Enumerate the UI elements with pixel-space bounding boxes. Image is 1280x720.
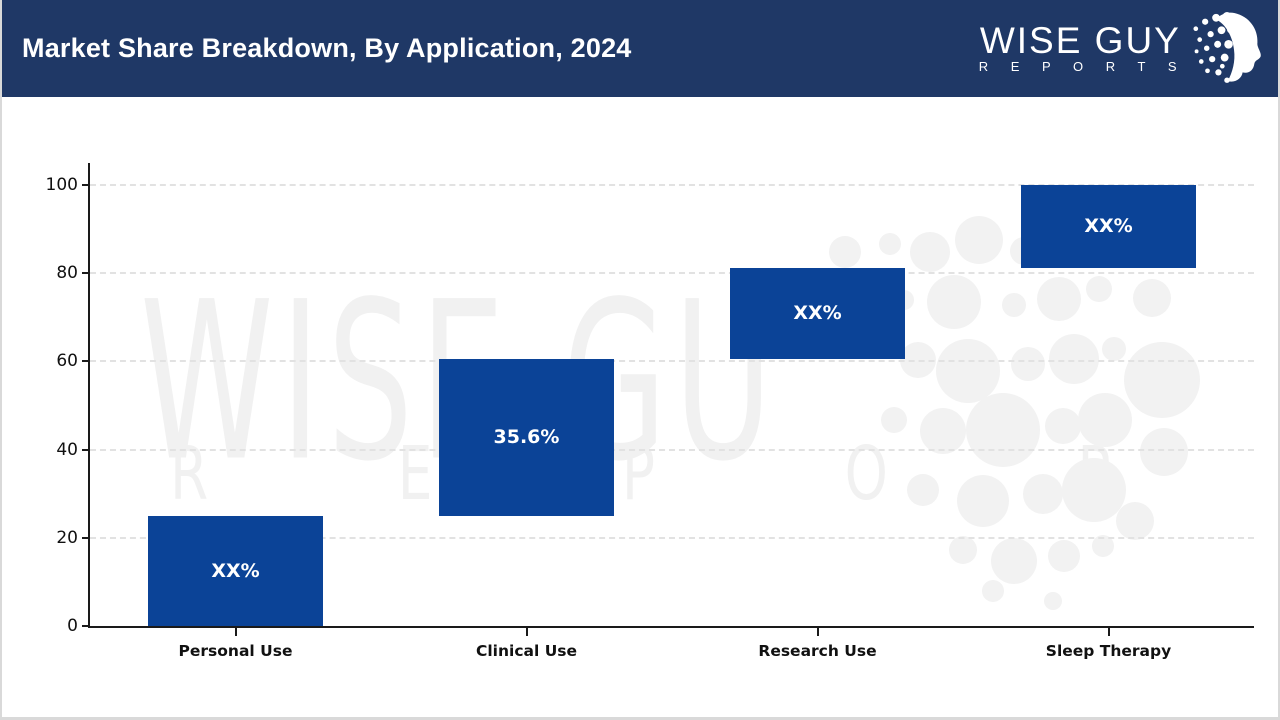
x-category-clinical-use: Clinical Use — [475, 642, 578, 660]
bar-label-personal-use: XX% — [211, 559, 260, 582]
y-tick-label-20: 20 — [56, 527, 78, 548]
x-tick-clinical-use — [525, 628, 528, 636]
gridline-60 — [90, 360, 1254, 363]
y-tick-0 — [82, 625, 90, 627]
y-tick-40 — [82, 448, 90, 451]
logo-wiseguy-label: WISE GUY — [979, 19, 1181, 61]
bar-personal-use: XX% — [148, 515, 323, 626]
chart-title: Market Share Breakdown, By Application, … — [22, 33, 632, 63]
logo-face-icon — [1193, 11, 1261, 83]
x-category-personal-use: Personal Use — [178, 642, 293, 660]
y-tick-label-40: 40 — [56, 439, 78, 460]
gridline-80 — [90, 272, 1254, 275]
y-tick-label-0: 0 — [67, 616, 78, 636]
bar-sleep-therapy: XX% — [1021, 185, 1196, 268]
gridline-100 — [90, 184, 1254, 186]
x-tick-research-use — [816, 628, 819, 636]
bar-research-use: XX% — [730, 267, 905, 359]
y-tick-label-80: 80 — [56, 263, 78, 284]
x-category-research-use: Research Use — [758, 642, 877, 660]
bar-label-clinical-use: 35.6% — [493, 426, 560, 449]
header-bar: Market Share Breakdown, By Application, … — [2, 0, 1278, 97]
y-tick-20 — [82, 536, 90, 539]
bar-clinical-use: 35.6% — [439, 358, 614, 516]
bar-label-sleep-therapy: XX% — [1084, 215, 1133, 238]
x-tick-personal-use — [234, 628, 237, 636]
x-axis-spine — [88, 626, 1254, 628]
x-tick-sleep-therapy — [1107, 628, 1110, 636]
chart-plot-area: 0 20 40 60 80 100 XX% Personal Use 35.6% Clinical… — [2, 97, 1280, 717]
y-tick-60 — [82, 360, 90, 363]
x-category-sleep-therapy: Sleep Therapy — [1045, 642, 1172, 660]
gridline-40 — [90, 448, 1254, 451]
y-tick-label-60: 60 — [56, 351, 78, 372]
y-tick-label-100: 100 — [45, 175, 78, 195]
gridline-20 — [90, 536, 1254, 539]
logo-text: WISE GUY R E P O R T S — [975, 19, 1186, 75]
y-axis-spine — [88, 162, 90, 628]
y-tick-100 — [82, 184, 90, 186]
y-tick-80 — [82, 272, 90, 275]
wise-guy-reports-logo: WISE GUY R E P O R T S — [975, 0, 1266, 97]
logo-reports-label: R E P O R T S — [978, 58, 1186, 74]
bar-label-research-use: XX% — [793, 302, 842, 325]
